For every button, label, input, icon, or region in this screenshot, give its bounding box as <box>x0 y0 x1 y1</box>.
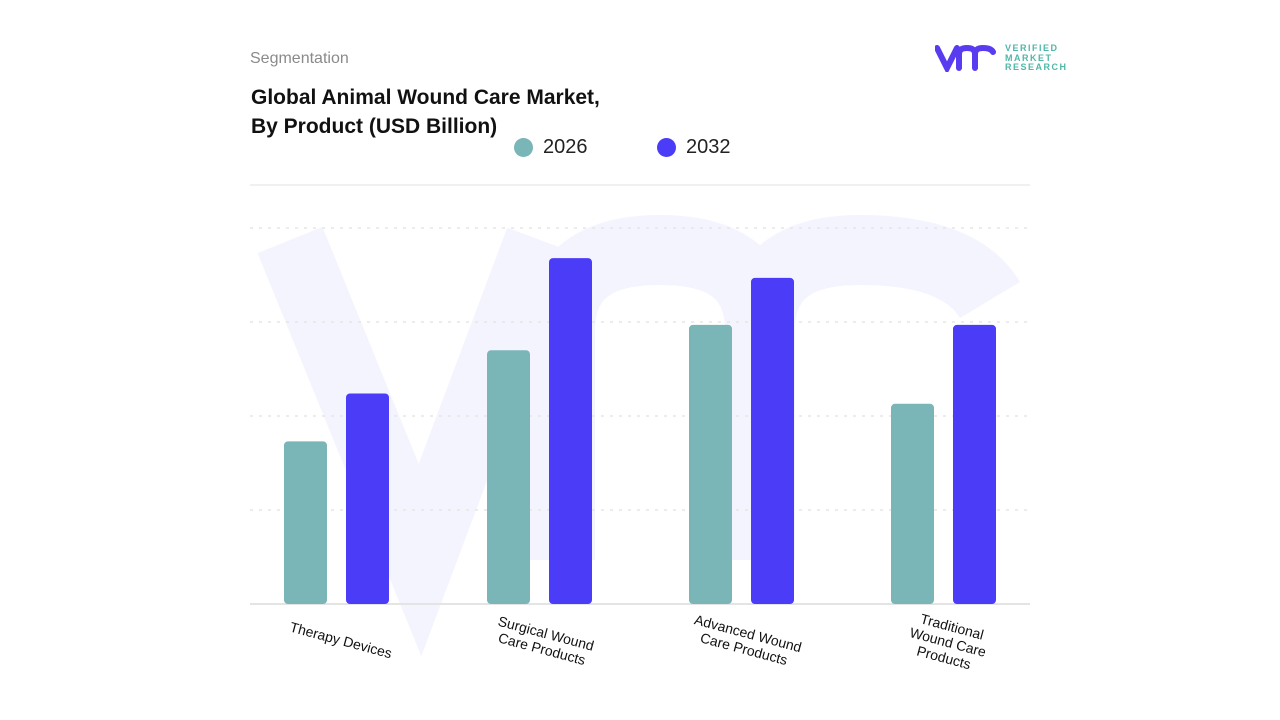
title-line-2: By Product (USD Billion) <box>251 115 498 138</box>
legend-label: 2026 <box>543 136 588 158</box>
watermark <box>257 214 1020 657</box>
bar-2032-3 <box>953 324 996 604</box>
bar-2026-0 <box>284 441 327 604</box>
bar-2032-0 <box>346 393 389 604</box>
legend-label: 2032 <box>686 136 731 158</box>
legend-item-2032: 2032 <box>657 136 800 159</box>
title-line-1: Global Animal Wound Care Market, <box>251 86 600 109</box>
vmr-logo: VERIFIED MARKET RESEARCH <box>935 43 1068 73</box>
bar-2026-2 <box>689 324 732 604</box>
legend-swatch <box>514 138 533 157</box>
segment-label: Segmentation <box>250 50 349 67</box>
logo-text: RESEARCH <box>1005 62 1068 72</box>
logo-text: MARKET <box>1005 52 1053 63</box>
legend-swatch <box>657 138 676 157</box>
chart-title: Global Animal Wound Care Market, By Prod… <box>251 83 600 141</box>
legend: 2026 2032 <box>514 136 800 159</box>
bar-2026-1 <box>487 350 530 604</box>
bar-2026-3 <box>891 403 934 604</box>
logo-text: VERIFIED <box>1005 43 1059 53</box>
vmr-logo-mark <box>935 45 996 73</box>
legend-item-2026: 2026 <box>514 136 657 159</box>
bar-2032-1 <box>549 258 592 604</box>
bar-2032-2 <box>751 277 794 604</box>
